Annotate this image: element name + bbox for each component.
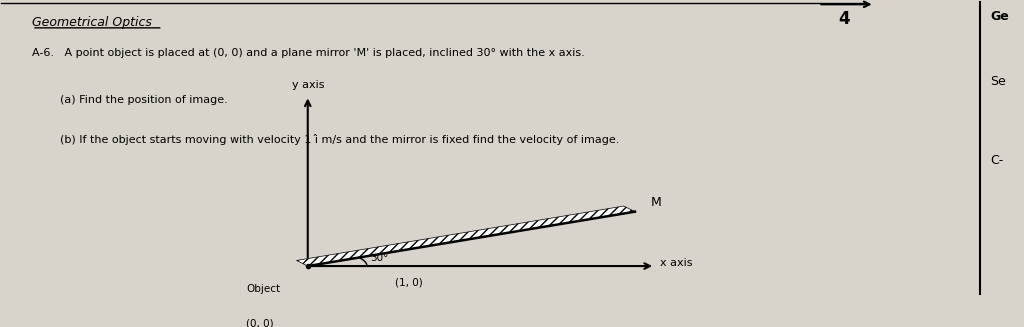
Text: M: M xyxy=(650,196,662,209)
Polygon shape xyxy=(297,206,635,266)
Text: 30°: 30° xyxy=(370,252,388,263)
Text: Object: Object xyxy=(247,284,281,294)
Text: y axis: y axis xyxy=(292,79,324,90)
Text: Geometrical Optics: Geometrical Optics xyxy=(32,16,152,29)
Text: C-: C- xyxy=(990,154,1004,167)
Text: (a) Find the position of image.: (a) Find the position of image. xyxy=(32,95,227,106)
Text: 4: 4 xyxy=(838,10,850,28)
Text: x axis: x axis xyxy=(660,258,692,268)
Text: Ge: Ge xyxy=(990,10,1009,23)
Text: (1, 0): (1, 0) xyxy=(394,278,422,288)
Text: Se: Se xyxy=(990,75,1006,88)
Text: (b) If the object starts moving with velocity 1 î m/s and the mirror is fixed f: (b) If the object starts moving with vel… xyxy=(32,134,620,145)
Text: A-6.   A point object is placed at (0, 0) and a plane mirror 'M' is placed, incl: A-6. A point object is placed at (0, 0) … xyxy=(32,48,585,59)
Text: (0, 0): (0, 0) xyxy=(247,319,274,327)
